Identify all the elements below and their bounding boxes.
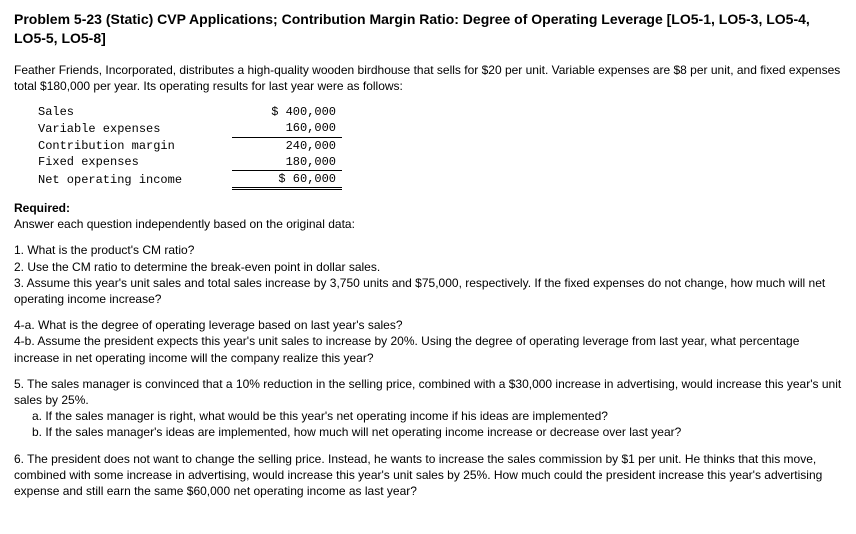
table-row: Variable expenses 160,000 bbox=[32, 120, 342, 137]
row-label: Contribution margin bbox=[32, 137, 232, 154]
question-4a: 4-a. What is the degree of operating lev… bbox=[14, 317, 842, 333]
question-5: 5. The sales manager is convinced that a… bbox=[14, 376, 842, 408]
table-row: Contribution margin 240,000 bbox=[32, 137, 342, 154]
question-group-1: 1. What is the product's CM ratio? 2. Us… bbox=[14, 242, 842, 307]
required-label: Required: bbox=[14, 200, 842, 216]
question-5a: a. If the sales manager is right, what w… bbox=[14, 408, 842, 424]
table-row: Fixed expenses 180,000 bbox=[32, 154, 342, 171]
required-text: Answer each question independently based… bbox=[14, 216, 842, 232]
row-label: Sales bbox=[32, 104, 232, 120]
question-group-5: 5. The sales manager is convinced that a… bbox=[14, 376, 842, 441]
problem-title: Problem 5-23 (Static) CVP Applications; … bbox=[14, 10, 842, 48]
row-value: 180,000 bbox=[232, 154, 342, 171]
question-5b: b. If the sales manager's ideas are impl… bbox=[14, 424, 842, 440]
question-6: 6. The president does not want to change… bbox=[14, 451, 842, 500]
row-value: $ 60,000 bbox=[232, 170, 342, 188]
question-group-6: 6. The president does not want to change… bbox=[14, 451, 842, 500]
row-value: $ 400,000 bbox=[232, 104, 342, 120]
table-row: Sales $ 400,000 bbox=[32, 104, 342, 120]
table-row: Net operating income $ 60,000 bbox=[32, 170, 342, 188]
row-value: 240,000 bbox=[232, 137, 342, 154]
row-label: Fixed expenses bbox=[32, 154, 232, 171]
question-3: 3. Assume this year's unit sales and tot… bbox=[14, 275, 842, 307]
income-statement-table: Sales $ 400,000 Variable expenses 160,00… bbox=[32, 104, 342, 190]
question-4b: 4-b. Assume the president expects this y… bbox=[14, 333, 842, 365]
intro-paragraph: Feather Friends, Incorporated, distribut… bbox=[14, 62, 842, 94]
question-2: 2. Use the CM ratio to determine the bre… bbox=[14, 259, 842, 275]
question-group-4: 4-a. What is the degree of operating lev… bbox=[14, 317, 842, 366]
row-value: 160,000 bbox=[232, 120, 342, 137]
question-1: 1. What is the product's CM ratio? bbox=[14, 242, 842, 258]
row-label: Net operating income bbox=[32, 170, 232, 188]
row-label: Variable expenses bbox=[32, 120, 232, 137]
